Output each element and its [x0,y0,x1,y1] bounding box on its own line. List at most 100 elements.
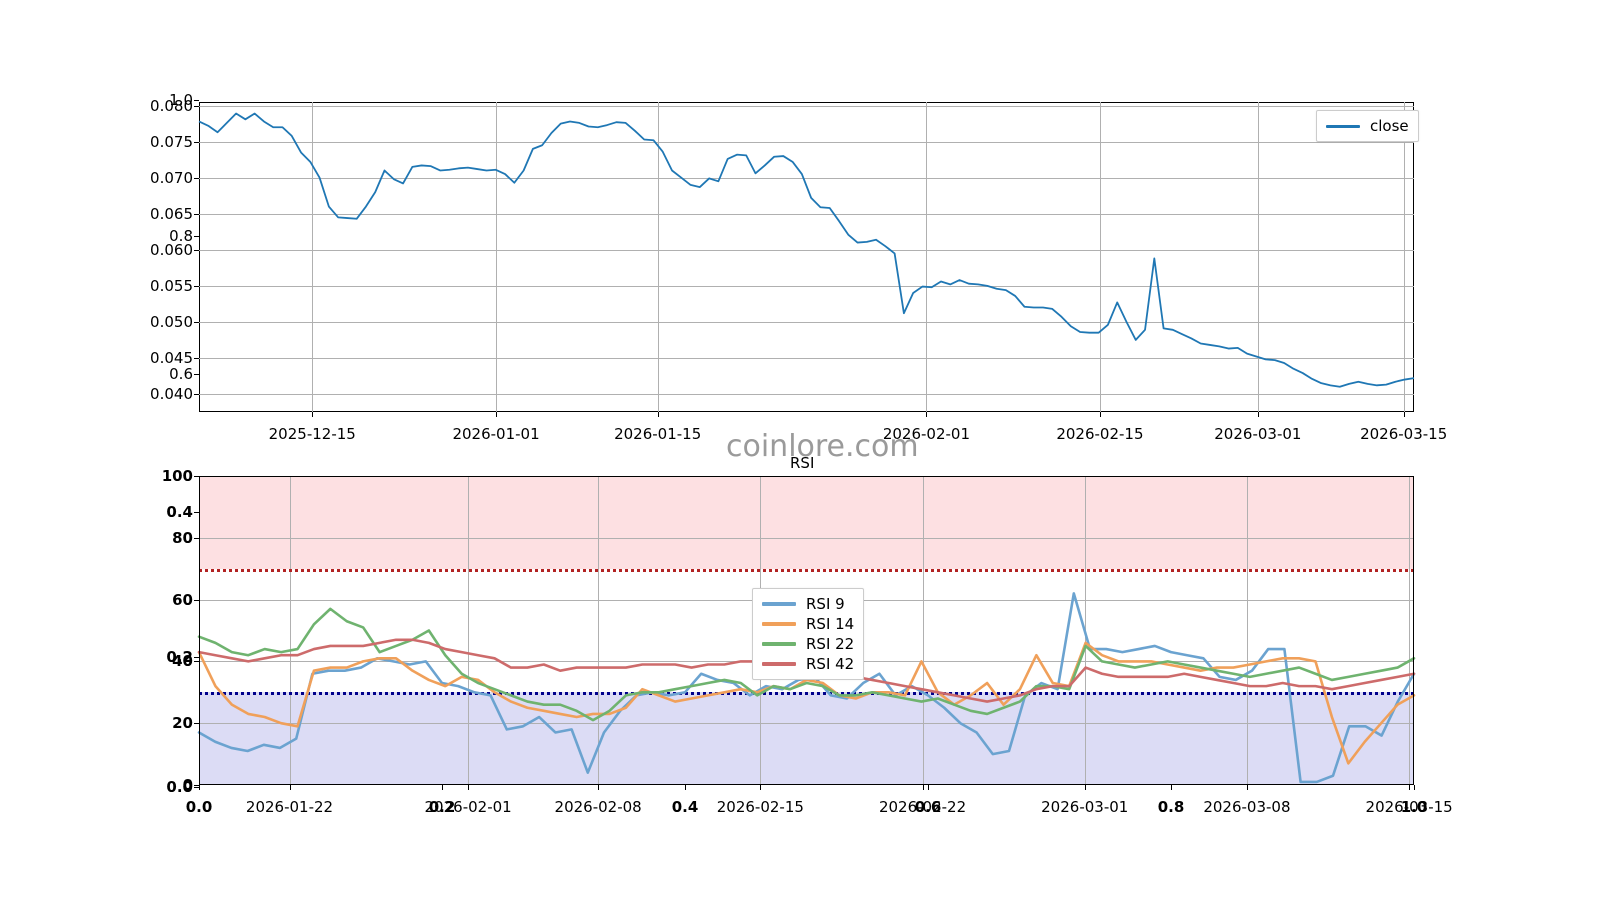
rsi-secondary-x-tick-mark [199,785,200,790]
price-gridline-v [1403,102,1405,412]
rsi-gridline-v [468,476,470,785]
price-secondary-y-tick-label: 0.8 [169,227,193,245]
rsi-y-tick-mark [194,785,199,786]
rsi-y-tick-label: 40 [172,652,193,671]
price-x-tick-mark [1257,412,1259,417]
price-series-svg [199,102,1414,412]
rsi-y-tick-label: 100 [161,467,193,485]
price-x-tick-mark [312,412,314,417]
price-y-tick-mark [194,141,199,143]
overbought-threshold-line [199,568,1414,572]
legend-label: RSI 9 [806,595,845,613]
rsi-x-tick-label: 2026-03-15 [1365,798,1453,816]
price-x-tick-label: 2026-02-01 [882,425,970,443]
price-y-tick-mark [194,357,199,359]
rsi-x-tick-mark [760,785,762,790]
oversold-band [199,692,1414,785]
rsi-chart-panel [199,476,1414,785]
rsi-secondary-x-tick-mark [442,785,443,790]
rsi-gridline-v [1246,476,1248,785]
legend-label: RSI 14 [806,615,855,633]
price-y-tick-label: 0.080 [150,96,193,115]
rsi-y-tick-label: 20 [172,714,193,733]
legend-swatch [762,662,796,666]
rsi-x-tick-mark [598,785,600,790]
price-x-tick-label: 2026-01-15 [614,425,702,443]
price-x-tick-label: 2026-02-15 [1056,425,1144,443]
overbought-band [199,476,1414,569]
price-x-tick-label: 2025-12-15 [268,425,356,443]
price-close-line [199,114,1414,387]
price-legend[interactable]: close [1316,110,1419,142]
rsi-secondary-y-tick-mark [194,787,199,788]
price-gridline-v [312,102,314,412]
rsi-gridline-v [922,476,924,785]
rsi-y-tick-label: 80 [172,528,193,547]
rsi-secondary-x-tick-label: 0.4 [671,798,699,816]
rsi-gridline-h [199,537,1414,539]
rsi-legend[interactable]: RSI 9 RSI 14 RSI 22 RSI 42 [752,588,865,680]
rsi-secondary-x-tick-mark [685,785,686,790]
rsi-secondary-y-tick-mark [194,657,199,658]
rsi-secondary-x-tick-mark [1414,785,1415,790]
price-gridline-h [199,249,1414,251]
rsi-x-tick-label: 2026-02-01 [424,798,512,816]
rsi-panel-title: RSI [790,454,815,472]
rsi-secondary-x-tick-label: 1.0 [1400,798,1428,816]
rsi-secondary-x-tick-label: 0.2 [428,798,456,816]
rsi-secondary-x-tick-mark [928,785,929,790]
price-x-tick-mark [496,412,498,417]
rsi-x-tick-mark [1084,785,1086,790]
price-chart-panel [199,102,1414,412]
rsi-x-tick-mark [922,785,924,790]
price-x-tick-label: 2026-03-15 [1360,425,1448,443]
price-secondary-y-tick-mark [194,374,199,375]
legend-swatch [762,642,796,646]
price-y-tick-mark [194,249,199,251]
rsi-y-tick-mark [194,723,199,725]
price-y-tick-label: 0.050 [150,312,193,331]
price-y-tick-label: 0.040 [150,384,193,403]
price-x-tick-mark [926,412,928,417]
legend-label: close [1370,117,1409,135]
price-x-tick-mark [657,412,659,417]
rsi-secondary-y-tick-label: 0.4 [166,503,193,521]
legend-swatch [762,622,796,626]
rsi-x-tick-mark [468,785,470,790]
price-y-tick-label: 0.070 [150,168,193,187]
price-gridline-h [199,285,1414,287]
rsi-x-tick-mark [1246,785,1248,790]
rsi-y-tick-label: 0 [182,776,193,794]
rsi-line-rsi-22 [199,609,1414,720]
rsi-x-tick-label: 2026-03-08 [1203,798,1291,816]
rsi-x-tick-mark [289,785,291,790]
price-x-tick-mark [1403,412,1405,417]
rsi-x-tick-label: 2026-03-01 [1041,798,1129,816]
price-gridline-v [926,102,928,412]
rsi-gridline-v [289,476,291,785]
legend-swatch [762,602,796,606]
price-secondary-y-tick-label: 0.6 [169,365,193,383]
price-x-tick-label: 2026-03-01 [1214,425,1302,443]
price-gridline-v [1257,102,1259,412]
legend-row: RSI 14 [762,614,854,634]
price-gridline-h [199,213,1414,215]
price-secondary-y-tick-mark [194,100,199,101]
price-gridline-h [199,177,1414,179]
rsi-plot-frame [199,476,1414,785]
price-y-tick-mark [194,285,199,287]
rsi-secondary-x-tick-mark [1171,785,1172,790]
price-x-tick-label: 2026-01-01 [452,425,540,443]
rsi-y-tick-mark [194,537,199,539]
rsi-secondary-y-tick-mark [194,512,199,513]
price-secondary-y-tick-mark [194,236,199,237]
price-y-tick-mark [194,213,199,215]
price-plot-frame [199,102,1414,412]
rsi-y-tick-label: 60 [172,590,193,609]
rsi-x-tick-label: 2026-02-15 [716,798,804,816]
price-y-tick-label: 0.065 [150,204,193,223]
price-y-tick-label: 0.055 [150,276,193,295]
oversold-threshold-line [199,692,1414,696]
legend-row: RSI 42 [762,654,854,674]
